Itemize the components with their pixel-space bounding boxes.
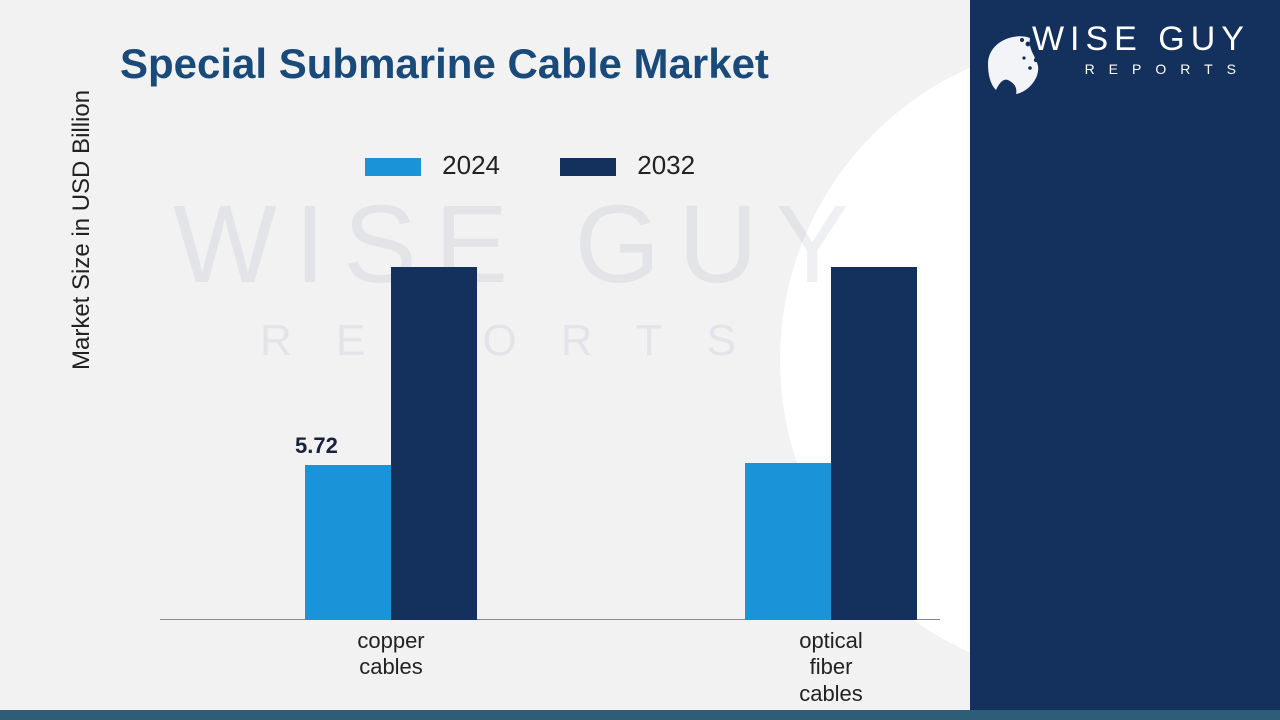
- bar-optical-2024: [745, 463, 831, 620]
- legend-label-2024: 2024: [442, 150, 500, 180]
- legend: 2024 2032: [120, 150, 940, 181]
- x-label-copper: copper cables: [305, 628, 477, 681]
- bar-group-optical: optical fiber cables: [745, 267, 917, 620]
- x-label-optical: optical fiber cables: [745, 628, 917, 707]
- brand-logo-line-2: REPORTS: [1032, 62, 1250, 76]
- brand-logo-line-1: WISE GUY: [1032, 22, 1250, 56]
- bar-group-copper: 5.72 copper cables: [305, 267, 477, 620]
- legend-item-2024: 2024: [365, 150, 500, 181]
- infographic-stage: WISE GUY REPORTS WISE GUY REPORTS Specia…: [0, 0, 1280, 720]
- bar-copper-2024: [305, 465, 391, 620]
- brand-logo: WISE GUY REPORTS: [1032, 22, 1250, 76]
- bar-copper-2032: [391, 267, 477, 620]
- legend-swatch-2024: [365, 158, 421, 176]
- chart-title: Special Submarine Cable Market: [120, 40, 769, 88]
- value-label-copper-2024: 5.72: [295, 433, 338, 459]
- legend-item-2032: 2032: [560, 150, 695, 181]
- right-brand-panel: [970, 0, 1280, 720]
- bar-optical-2032: [831, 267, 917, 620]
- legend-swatch-2032: [560, 158, 616, 176]
- bottom-accent-bar: [0, 710, 1280, 720]
- legend-label-2032: 2032: [637, 150, 695, 180]
- y-axis-label: Market Size in USD Billion: [68, 90, 96, 370]
- bar-chart: 2024 2032 5.72 copper cables: [120, 150, 940, 670]
- plot-area: 5.72 copper cables optical fiber cables: [160, 200, 940, 620]
